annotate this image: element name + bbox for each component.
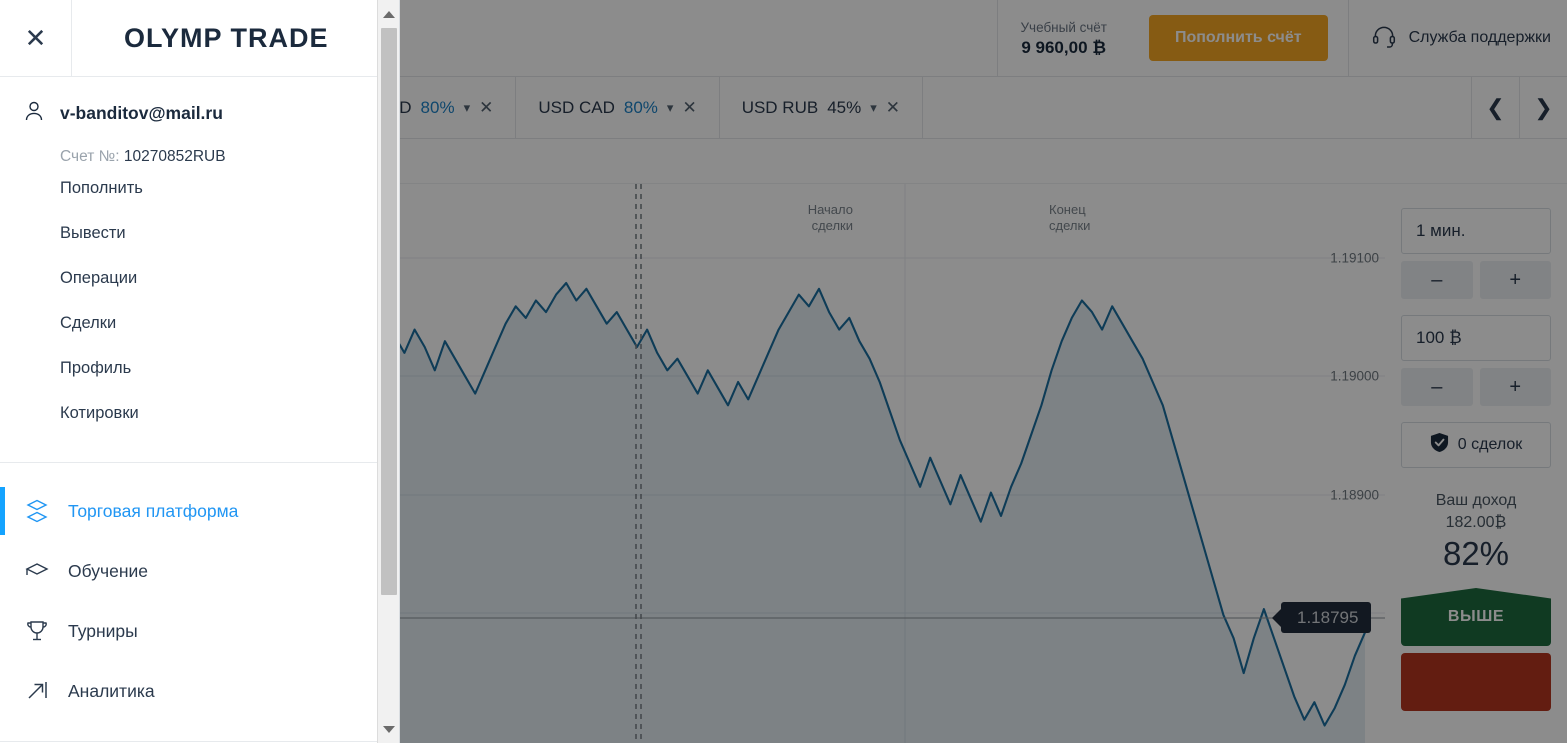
- platform-icon: [24, 498, 50, 524]
- account-section: v-banditov@mail.ru Счет №: 10270852RUB П…: [0, 77, 399, 463]
- amount-input[interactable]: 100 ₿: [1401, 315, 1551, 361]
- sidebar-item-label: Турниры: [68, 620, 138, 641]
- call-higher-button[interactable]: ВЫШЕ: [1401, 588, 1551, 646]
- account-email: v-banditov@mail.ru: [60, 103, 223, 123]
- amount-stepper: – +: [1401, 368, 1551, 406]
- support-label: Служба поддержки: [1408, 29, 1551, 46]
- tab-percent: 80%: [420, 97, 455, 117]
- open-deals-label: 0 сделок: [1457, 436, 1523, 453]
- tab-percent: 45%: [827, 97, 862, 117]
- sidebar-item-tournaments[interactable]: Турниры: [0, 601, 399, 661]
- account-type-label: Учебный счёт: [1020, 19, 1107, 35]
- sidebar-item-analytics[interactable]: Аналитика: [0, 661, 399, 721]
- shield-check-icon: [1430, 432, 1449, 458]
- expiry-stepper: – +: [1401, 261, 1551, 299]
- support-button[interactable]: Служба поддержки: [1347, 0, 1567, 77]
- tab-percent: 80%: [623, 97, 658, 117]
- income-block: Ваш доход 182.00₿ 82%: [1401, 490, 1551, 574]
- expiry-plus-button[interactable]: +: [1479, 261, 1551, 299]
- current-price-badge: 1.18795: [1281, 602, 1372, 633]
- amount-plus-button[interactable]: +: [1479, 368, 1551, 406]
- tab-label: USD CAD: [538, 97, 615, 117]
- account-number-value: 10270852RUB: [123, 148, 226, 165]
- sidebar-item-label: Обучение: [68, 560, 149, 581]
- chevron-left-icon[interactable]: ❮: [1471, 76, 1519, 139]
- account-drawer: ✕ OLYMP TRADE v-banditov@mail.ru Счет №:: [0, 0, 400, 743]
- menu-link-withdraw[interactable]: Вывести: [60, 224, 126, 242]
- deposit-button[interactable]: Пополнить счёт: [1148, 15, 1328, 61]
- scroll-down-arrow-icon[interactable]: [378, 718, 399, 740]
- drawer-nav: Торговая платформа Обучение: [0, 463, 399, 742]
- graduation-cap-icon: [24, 558, 50, 584]
- account-number-row: Счет №: 10270852RUB: [0, 128, 399, 166]
- account-balance-box[interactable]: Учебный счёт 9 960,00 ₿: [997, 0, 1128, 77]
- sidebar-item-label: Аналитика: [68, 680, 155, 701]
- logo-text: OLYMP TRADE: [124, 22, 329, 53]
- amount-minus-button[interactable]: –: [1401, 368, 1473, 406]
- drawer-scrollbar[interactable]: [377, 0, 399, 743]
- income-title: Ваш доход: [1435, 492, 1517, 509]
- close-icon[interactable]: ✕: [479, 97, 494, 117]
- close-icon[interactable]: ✕: [885, 97, 901, 117]
- menu-link-operations[interactable]: Операции: [60, 269, 138, 287]
- trade-panel: 1 мин. – + 100 ₿ – + 0 сделок: [1385, 184, 1567, 743]
- tab-pager: ❮ ❯: [1471, 76, 1567, 139]
- put-lower-button[interactable]: [1401, 653, 1551, 711]
- scrollbar-thumb[interactable]: [381, 28, 397, 595]
- open-deals-button[interactable]: 0 сделок: [1401, 422, 1551, 468]
- sidebar-item-label: Торговая платформа: [68, 500, 239, 521]
- menu-link-quotes[interactable]: Котировки: [60, 404, 139, 422]
- axis-tick-label: 1.19100: [1330, 250, 1379, 266]
- close-icon: ✕: [24, 23, 47, 53]
- deal-start-label: Начало сделки: [807, 202, 853, 233]
- close-icon[interactable]: ✕: [682, 97, 697, 117]
- axis-tick-label: 1.19000: [1330, 368, 1379, 384]
- chevron-down-icon[interactable]: ▾: [666, 99, 674, 115]
- headset-icon: [1371, 23, 1397, 54]
- trophy-icon: [24, 618, 50, 644]
- income-percent: 82%: [1442, 535, 1510, 572]
- expiry-minus-button[interactable]: –: [1401, 261, 1473, 299]
- account-balance-value: 9 960,00 ₿: [1021, 37, 1107, 57]
- account-number-label: Счет №:: [60, 148, 120, 165]
- drawer-header: ✕ OLYMP TRADE: [0, 0, 399, 77]
- menu-link-deals[interactable]: Сделки: [60, 314, 117, 332]
- sidebar-item-education[interactable]: Обучение: [0, 541, 399, 601]
- income-amount: 182.00₿: [1445, 514, 1507, 531]
- person-icon: [22, 99, 46, 128]
- brand-logo[interactable]: OLYMP TRADE: [72, 23, 329, 54]
- chevron-down-icon[interactable]: ▾: [870, 99, 877, 115]
- expiry-time-input[interactable]: 1 мин.: [1401, 208, 1551, 254]
- scroll-up-arrow-icon[interactable]: [378, 3, 399, 25]
- menu-link-deposit[interactable]: Пополнить: [60, 179, 143, 197]
- arrow-up-right-icon: [24, 678, 50, 704]
- modal-overlay[interactable]: [400, 0, 1567, 743]
- tab-usd-cad[interactable]: USD CAD 80% ▾ ✕: [516, 77, 720, 138]
- tab-label: USD RUB: [741, 97, 819, 117]
- axis-tick-label: 1.18900: [1330, 487, 1379, 503]
- menu-link-profile[interactable]: Профиль: [60, 359, 132, 377]
- sidebar-item-trading-platform[interactable]: Торговая платформа: [0, 481, 399, 541]
- chevron-right-icon[interactable]: ❯: [1519, 76, 1567, 139]
- deal-end-label: Конец сделки: [1049, 202, 1091, 233]
- chevron-down-icon[interactable]: ▾: [463, 99, 471, 115]
- account-email-row: v-banditov@mail.ru: [0, 99, 399, 128]
- drawer-close-button[interactable]: ✕: [0, 0, 72, 77]
- tab-usd-rub[interactable]: USD RUB 45% ▾ ✕: [720, 77, 924, 138]
